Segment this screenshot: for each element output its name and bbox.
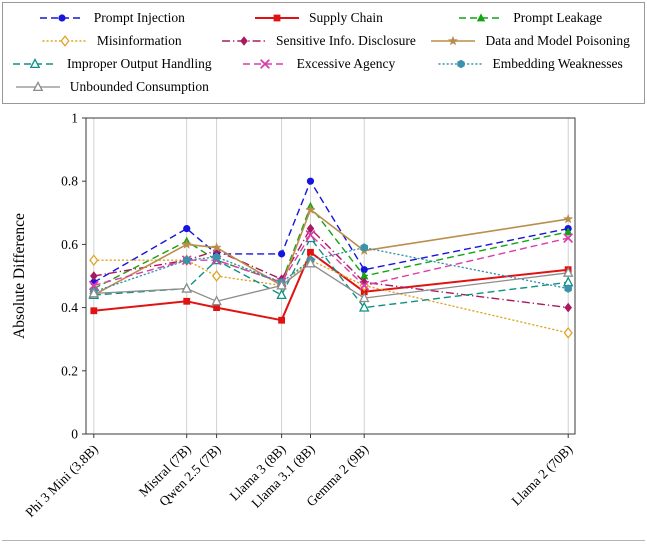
line-chart: 0 0.2 0.4 0.6 0.8 1 Phi 3 Mini (3.8B) Mistral (… xyxy=(11,111,576,520)
series-supply-chain xyxy=(90,248,572,324)
legend-label: Unbounded Consumption xyxy=(69,79,209,94)
series-improper-output-handling xyxy=(88,232,574,312)
x-axis-ticks: Phi 3 Mini (3.8B) Mistral (7B)Qwen 2.5 (7… xyxy=(22,434,575,520)
legend-label: Prompt Injection xyxy=(93,10,185,25)
svg-text:0.6: 0.6 xyxy=(61,237,78,252)
legend-label: Data and Model Poisoning xyxy=(485,33,630,48)
legend-label: Sensitive Info. Disclosure xyxy=(276,33,416,48)
legend-label: Embedding Weaknesses xyxy=(492,56,623,71)
legend-item-misinformation: Misinformation xyxy=(11,30,213,52)
legend-label: Improper Output Handling xyxy=(66,56,212,71)
embedding-weaknesses-legend-marker-icon xyxy=(437,57,484,71)
svg-text:Llama 2 (70B): Llama 2 (70B) xyxy=(509,442,576,509)
series-unbounded-consumption xyxy=(88,257,574,306)
svg-text:1: 1 xyxy=(71,111,78,126)
svg-text:Phi 3 Mini (3.8B): Phi 3 Mini (3.8B) xyxy=(22,442,100,520)
prompt-injection-legend-marker-icon xyxy=(39,11,85,25)
legend-item-prompt-injection: Prompt Injection xyxy=(11,7,213,29)
series-embedding-weaknesses xyxy=(90,243,572,297)
legend-item-supply-chain: Supply Chain xyxy=(213,7,425,29)
improper-output-handling-legend-marker-icon xyxy=(12,57,58,71)
misinformation-legend-marker-icon xyxy=(42,34,88,48)
legend-label: Excessive Agency xyxy=(296,56,396,71)
y-axis-label: Absolute Difference xyxy=(11,213,28,339)
svg-text:0.8: 0.8 xyxy=(61,174,78,189)
legend-item-data-and-model-poisoning: Data and Model Poisoning xyxy=(424,30,636,52)
series-excessive-agency xyxy=(89,230,573,291)
chart-legend: Prompt Injection Supply Chain Prompt Leaka… xyxy=(2,2,645,104)
svg-text:0: 0 xyxy=(71,427,78,442)
data-and-model-poisoning-legend-marker-icon xyxy=(430,34,476,48)
series-prompt-leakage xyxy=(89,201,573,292)
chart-area: 0 0.2 0.4 0.6 0.8 1 Phi 3 Mini (3.8B) Mistral (… xyxy=(2,104,645,540)
supply-chain-legend-marker-icon xyxy=(254,11,300,25)
series-prompt-injection xyxy=(90,177,572,286)
svg-text:0.2: 0.2 xyxy=(61,363,78,378)
svg-text:0.4: 0.4 xyxy=(61,300,78,315)
legend-item-embedding-weaknesses: Embedding Weaknesses xyxy=(424,53,636,75)
excessive-agency-legend-marker-icon xyxy=(242,57,288,71)
legend-item-unbounded-consumption: Unbounded Consumption xyxy=(11,76,213,98)
y-axis-ticks: 0 0.2 0.4 0.6 0.8 1 xyxy=(61,111,86,442)
legend-item-improper-output-handling: Improper Output Handling xyxy=(11,53,213,75)
axis-frame xyxy=(85,117,576,435)
series-data-and-model-poisoning xyxy=(88,204,574,300)
unbounded-consumption-legend-marker-icon xyxy=(15,80,61,94)
legend-item-sensitive-info-disclosure: Sensitive Info. Disclosure xyxy=(213,30,425,52)
sensitive-info-disclosure-legend-marker-icon xyxy=(221,34,267,48)
legend-item-prompt-leakage: Prompt Leakage xyxy=(424,7,636,29)
prompt-leakage-legend-marker-icon xyxy=(458,11,504,25)
legend-label: Prompt Leakage xyxy=(513,10,603,25)
legend-label: Supply Chain xyxy=(309,10,383,25)
legend-item-excessive-agency: Excessive Agency xyxy=(213,53,425,75)
legend-label: Misinformation xyxy=(96,33,182,48)
